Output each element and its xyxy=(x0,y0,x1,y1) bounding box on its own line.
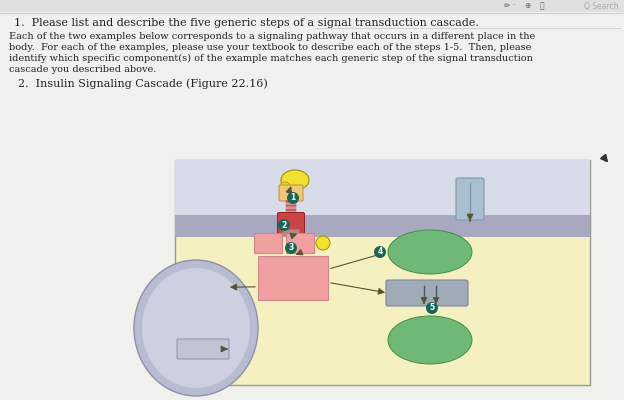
Ellipse shape xyxy=(316,236,330,250)
Ellipse shape xyxy=(388,316,472,364)
FancyBboxPatch shape xyxy=(286,206,296,209)
FancyBboxPatch shape xyxy=(0,0,624,12)
Ellipse shape xyxy=(134,260,258,396)
Ellipse shape xyxy=(142,268,250,388)
Text: identify which specific component(s) of the example matches each generic step of: identify which specific component(s) of … xyxy=(9,54,533,63)
FancyBboxPatch shape xyxy=(386,280,468,306)
FancyBboxPatch shape xyxy=(175,160,590,385)
FancyBboxPatch shape xyxy=(258,256,328,300)
Text: 3: 3 xyxy=(288,244,294,252)
Text: Each of the two examples below corresponds to a signaling pathway that occurs in: Each of the two examples below correspon… xyxy=(9,32,535,41)
Circle shape xyxy=(374,246,386,258)
FancyBboxPatch shape xyxy=(286,204,296,207)
FancyBboxPatch shape xyxy=(456,178,484,220)
Ellipse shape xyxy=(388,230,472,274)
Text: 1: 1 xyxy=(290,194,296,202)
Text: ✏ ·: ✏ · xyxy=(504,2,515,10)
Text: 5: 5 xyxy=(429,304,434,312)
Circle shape xyxy=(287,192,299,204)
Text: 2: 2 xyxy=(281,220,286,230)
FancyBboxPatch shape xyxy=(254,233,282,253)
Circle shape xyxy=(285,242,297,254)
Text: 4: 4 xyxy=(378,248,383,256)
FancyBboxPatch shape xyxy=(286,233,314,253)
Text: body.  For each of the examples, please use your textbook to describe each of th: body. For each of the examples, please u… xyxy=(9,43,532,52)
FancyBboxPatch shape xyxy=(286,202,296,204)
Ellipse shape xyxy=(281,170,309,190)
Circle shape xyxy=(278,219,290,231)
FancyBboxPatch shape xyxy=(279,185,303,201)
FancyBboxPatch shape xyxy=(175,215,590,237)
FancyBboxPatch shape xyxy=(286,213,296,215)
FancyBboxPatch shape xyxy=(283,230,300,236)
FancyBboxPatch shape xyxy=(286,208,296,211)
Text: 2.  Insulin Signaling Cascade (Figure 22.16): 2. Insulin Signaling Cascade (Figure 22.… xyxy=(18,78,268,88)
FancyBboxPatch shape xyxy=(175,160,590,215)
FancyBboxPatch shape xyxy=(177,339,229,359)
Circle shape xyxy=(426,302,438,314)
Text: 🔒: 🔒 xyxy=(540,2,545,10)
Text: ⊕: ⊕ xyxy=(524,2,530,10)
Text: 1.  Please list and describe the five generic steps of a signal transduction cas: 1. Please list and describe the five gen… xyxy=(14,18,479,28)
FancyBboxPatch shape xyxy=(286,200,296,202)
FancyBboxPatch shape xyxy=(286,211,296,213)
FancyBboxPatch shape xyxy=(278,212,305,234)
Text: Q Search: Q Search xyxy=(583,2,618,10)
Text: cascade you described above.: cascade you described above. xyxy=(9,65,157,74)
Ellipse shape xyxy=(280,182,290,190)
